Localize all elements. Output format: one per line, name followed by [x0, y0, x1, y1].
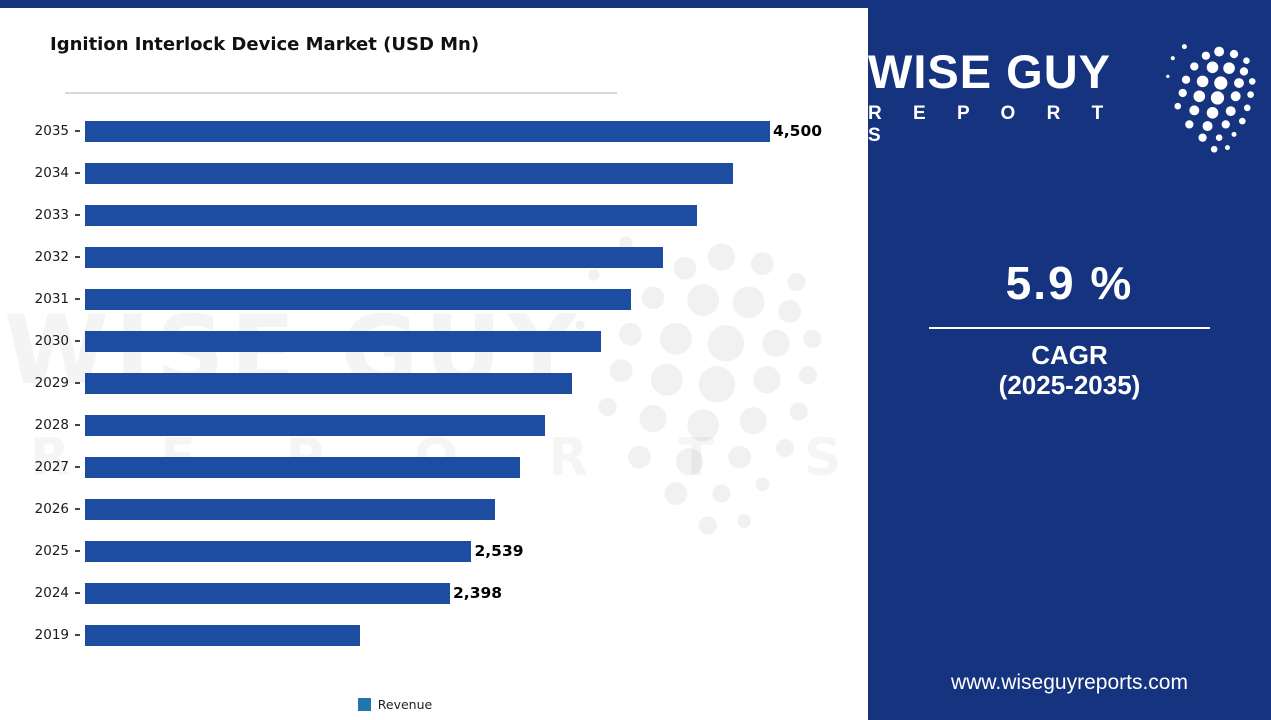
- wise-guy-logo: WISE GUY R E P O R T S: [868, 44, 1271, 160]
- revenue-bar: [85, 456, 520, 478]
- bar-row: 2033: [0, 194, 868, 236]
- bar-row: 2030: [0, 320, 868, 362]
- axis-tick: [75, 382, 80, 384]
- year-axis-label: 2030: [34, 333, 69, 349]
- logo-text: WISE GUY R E P O R T S: [868, 48, 1155, 147]
- bar-row: 2032: [0, 236, 868, 278]
- bar-row: 2026: [0, 488, 868, 530]
- bar-row: 2031: [0, 278, 868, 320]
- legend-swatch: [357, 698, 371, 711]
- dotted-head-icon: [1166, 44, 1256, 153]
- bar-row: 2034: [0, 152, 868, 194]
- axis-tick: [75, 508, 80, 510]
- revenue-bar: [85, 540, 472, 562]
- bar-row: 2025 2,539: [0, 530, 868, 572]
- cagr-label: CAGR (2025-2035): [868, 340, 1271, 401]
- revenue-bar: [85, 582, 451, 604]
- axis-tick: [75, 130, 80, 132]
- chart-legend: Revenue: [0, 697, 790, 712]
- year-axis-label: 2028: [34, 417, 69, 433]
- title-divider: [65, 92, 617, 94]
- bar-row: 2027: [0, 446, 868, 488]
- year-axis-label: 2026: [34, 501, 69, 517]
- revenue-bar: [85, 624, 360, 646]
- axis-tick: [75, 256, 80, 258]
- axis-tick: [75, 340, 80, 342]
- revenue-bar: [85, 372, 573, 394]
- bar-value-label: 2,398: [453, 584, 503, 602]
- year-axis-label: 2034: [34, 165, 69, 181]
- bar-row: 2035 4,500: [0, 110, 868, 152]
- axis-tick: [75, 298, 80, 300]
- bar-value-label: 2,539: [474, 542, 524, 560]
- year-axis-label: 2024: [34, 585, 69, 601]
- year-axis-label: 2029: [34, 375, 69, 391]
- cagr-label-line2: (2025-2035): [998, 369, 1141, 400]
- bar-row: 2028: [0, 404, 868, 446]
- chart-area: Ignition Interlock Device Market (USD Mn…: [0, 34, 868, 712]
- bar-row: 2024 2,398: [0, 572, 868, 614]
- year-axis-label: 2025: [34, 543, 69, 559]
- cagr-value: 5.9 %: [1005, 257, 1134, 309]
- bar-row: 2029: [0, 362, 868, 404]
- revenue-bar: [85, 246, 664, 268]
- bar-value-label: 4,500: [773, 122, 823, 140]
- revenue-bar: [85, 288, 632, 310]
- year-axis-label: 2019: [34, 627, 69, 643]
- axis-tick: [75, 172, 80, 174]
- axis-tick: [75, 592, 80, 594]
- revenue-bar: [85, 414, 545, 436]
- cagr-divider: [929, 327, 1210, 329]
- axis-tick: [75, 634, 80, 636]
- year-axis-label: 2035: [34, 123, 69, 139]
- bar-chart: 2035 4,500 2034 2033 2032 2031 2030 2029 2028 202…: [0, 110, 868, 656]
- year-axis-label: 2027: [34, 459, 69, 475]
- axis-tick: [75, 424, 80, 426]
- cagr-label-line1: CAGR: [1031, 340, 1108, 370]
- bar-row: 2019: [0, 614, 868, 656]
- axis-tick: [75, 550, 80, 552]
- website-link[interactable]: www.wiseguyreports.com: [951, 671, 1188, 694]
- top-border: [0, 0, 1271, 8]
- year-axis-label: 2033: [34, 207, 69, 223]
- chart-title: Ignition Interlock Device Market (USD Mn…: [50, 34, 480, 55]
- axis-tick: [75, 214, 80, 216]
- year-axis-label: 2031: [34, 291, 69, 307]
- revenue-bar: [85, 498, 496, 520]
- axis-tick: [75, 466, 80, 468]
- revenue-bar: [85, 330, 602, 352]
- logo-line1: WISE GUY: [868, 45, 1112, 98]
- logo-line2: R E P O R T S: [868, 103, 1117, 146]
- year-axis-label: 2032: [34, 249, 69, 265]
- revenue-bar: [85, 120, 770, 142]
- revenue-bar: [85, 162, 734, 184]
- revenue-bar: [85, 204, 697, 226]
- brand-panel: WISE GUY R E P O R T S 5.9 % CAGR (2025-…: [868, 0, 1271, 720]
- legend-label: Revenue: [377, 697, 433, 712]
